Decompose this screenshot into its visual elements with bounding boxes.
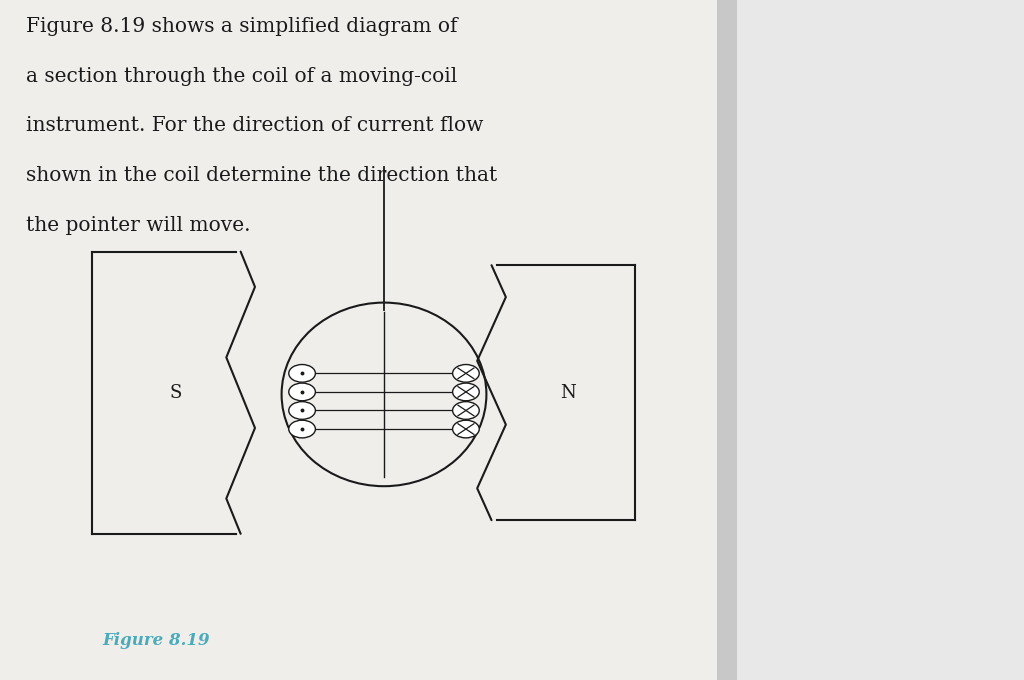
Text: Figure 8.19: Figure 8.19 bbox=[102, 632, 210, 649]
Text: Figure 8.19 shows a simplified diagram of: Figure 8.19 shows a simplified diagram o… bbox=[26, 17, 457, 36]
Text: instrument. For the direction of current flow: instrument. For the direction of current… bbox=[26, 116, 483, 135]
Text: shown in the coil determine the direction that: shown in the coil determine the directio… bbox=[26, 166, 497, 185]
Circle shape bbox=[289, 364, 315, 382]
Text: the pointer will move.: the pointer will move. bbox=[26, 216, 250, 235]
FancyBboxPatch shape bbox=[717, 0, 737, 680]
Circle shape bbox=[289, 402, 315, 420]
Text: a section through the coil of a moving-coil: a section through the coil of a moving-c… bbox=[26, 67, 457, 86]
FancyBboxPatch shape bbox=[0, 0, 737, 680]
Text: N: N bbox=[560, 384, 575, 402]
Circle shape bbox=[453, 402, 479, 420]
Circle shape bbox=[289, 420, 315, 438]
Text: S: S bbox=[170, 384, 182, 402]
Circle shape bbox=[289, 383, 315, 401]
Circle shape bbox=[453, 383, 479, 401]
Circle shape bbox=[453, 364, 479, 382]
Circle shape bbox=[453, 420, 479, 438]
